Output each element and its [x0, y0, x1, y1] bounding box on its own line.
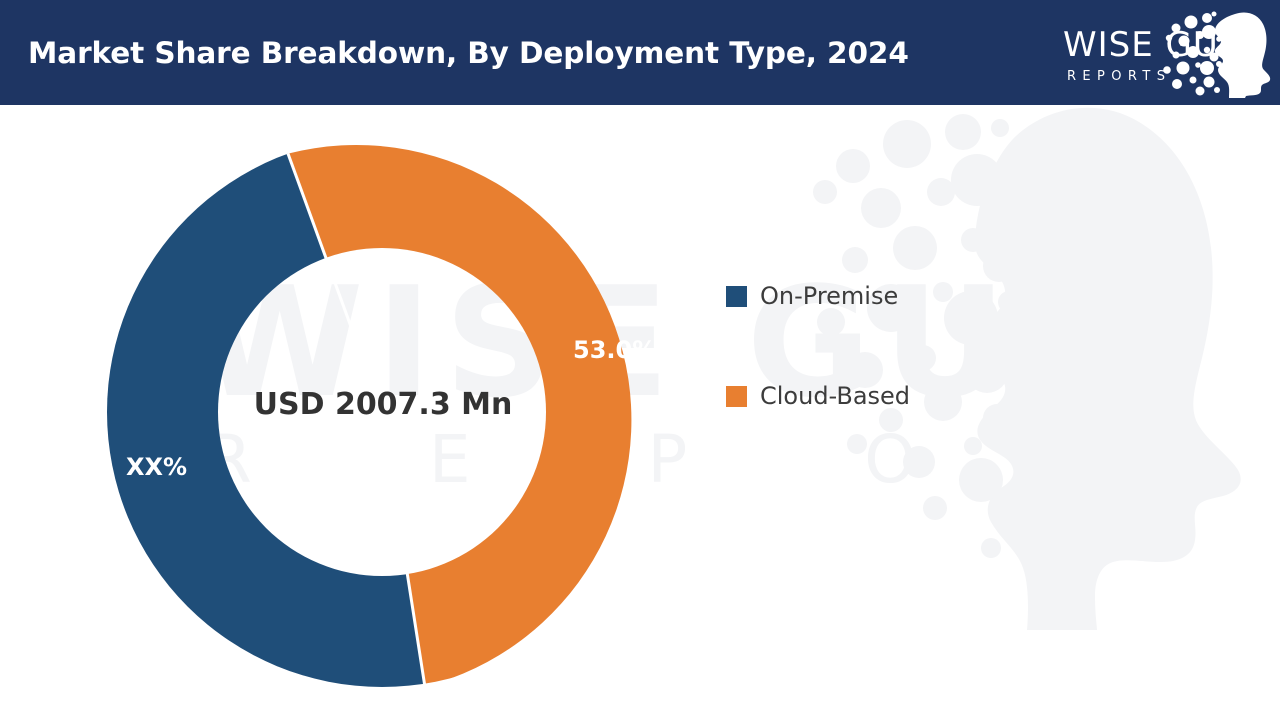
- slice-label-cloud-based: 53.0%: [573, 336, 657, 364]
- donut-center-value: USD 2007.3 Mn: [253, 387, 513, 422]
- legend-swatch-cloud-based: [726, 385, 747, 407]
- slice-divider-top: [286, 153, 384, 413]
- legend-item-cloud-based[interactable]: Cloud-Based: [726, 346, 986, 446]
- page-title: Market Share Breakdown, By Deployment Ty…: [28, 35, 909, 70]
- legend-label-on-premise: On-Premise: [760, 282, 899, 310]
- slice-divider-bottom: [380, 411, 427, 687]
- legend-label-cloud-based: Cloud-Based: [760, 382, 911, 410]
- legend-item-on-premise[interactable]: On-Premise: [726, 246, 986, 346]
- wise-guy-reports-logo[interactable]: WISE GUY REPORTS: [1057, 6, 1272, 98]
- legend-swatch-on-premise: [726, 285, 747, 307]
- donut-slice-cloud-based[interactable]: [288, 144, 632, 687]
- chart-legend: On-Premise Cloud-Based: [726, 246, 986, 446]
- slice-label-on-premise: XX%: [126, 453, 188, 481]
- logo-dotted-head-icon: [1163, 11, 1271, 98]
- page-header: Market Share Breakdown, By Deployment Ty…: [0, 0, 1280, 105]
- logo-wordmark-secondary: REPORTS: [1067, 69, 1171, 84]
- donut-slice-on-premise[interactable]: [81, 153, 425, 696]
